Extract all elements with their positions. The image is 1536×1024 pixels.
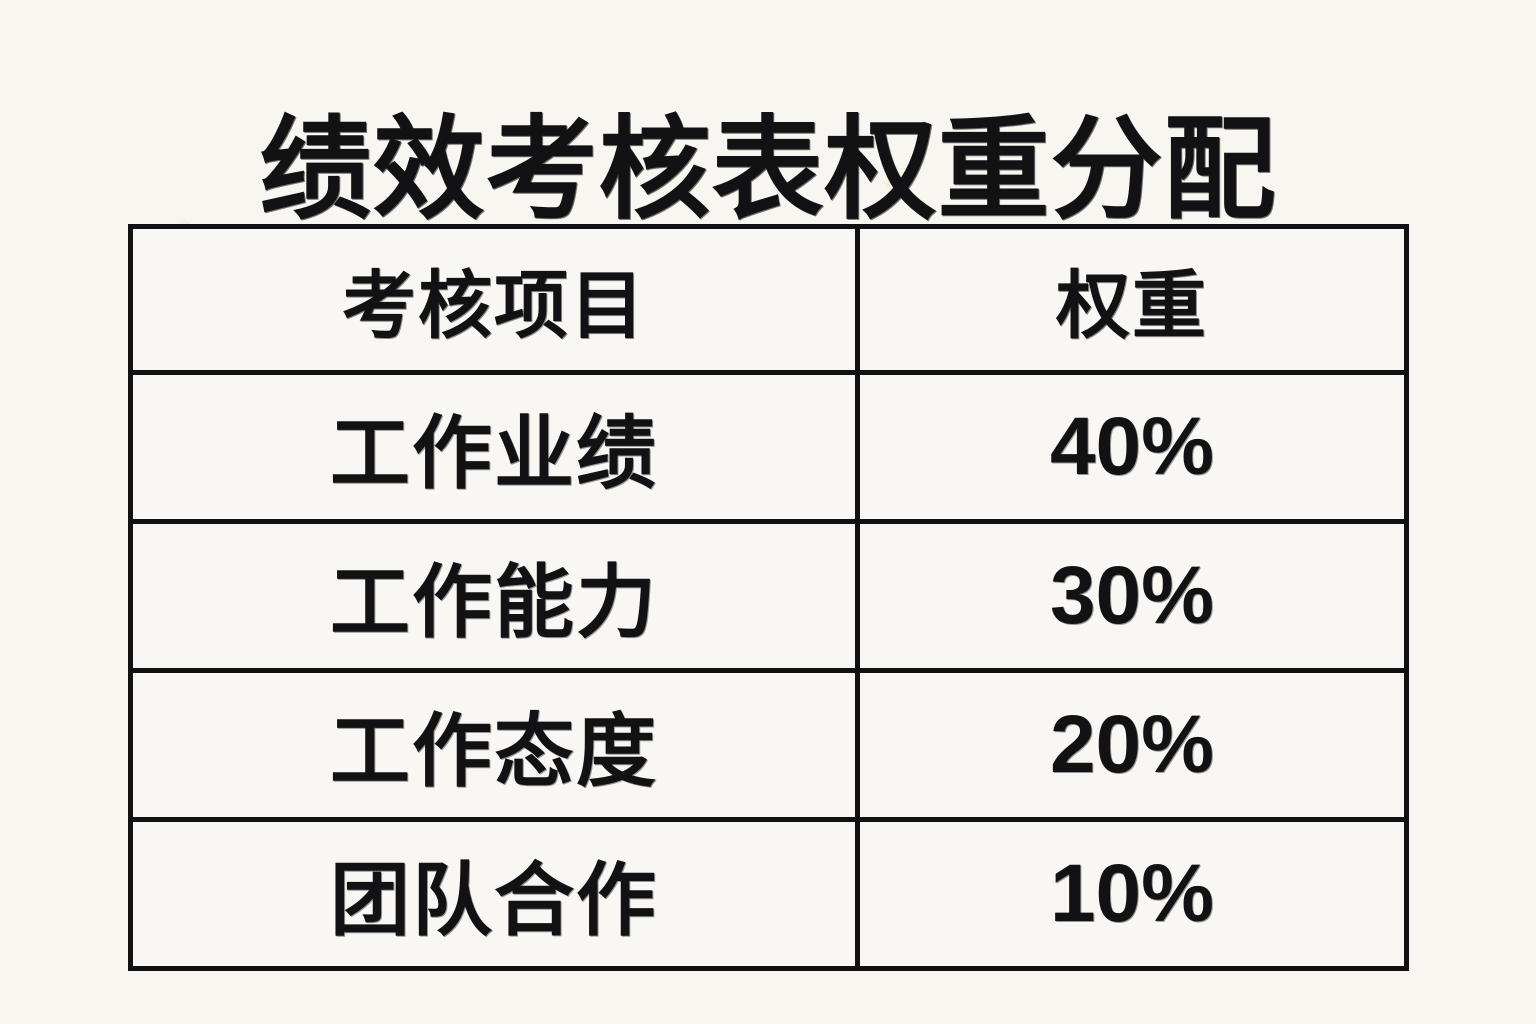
cell-item-name: 团队合作 [128, 817, 860, 971]
cell-item-name: 工作态度 [128, 668, 860, 822]
cell-item-weight: 40% [855, 370, 1409, 524]
cell-item-weight: 20% [855, 668, 1409, 822]
cell-item-weight: 10% [855, 817, 1409, 971]
table-row: 工作业绩 40% [128, 370, 1409, 524]
table-header-row: 考核项目 权重 [128, 224, 1409, 375]
table-row: 工作能力 30% [128, 519, 1409, 673]
column-header-weight: 权重 [855, 224, 1409, 375]
cell-item-weight: 30% [855, 519, 1409, 673]
page-title: 绩效考核表权重分配 [259, 107, 1277, 233]
table-row: 工作态度 20% [128, 668, 1409, 822]
cell-item-name: 工作业绩 [128, 370, 860, 524]
weight-distribution-table: 考核项目 权重 工作业绩 40% 工作能力 30% 工作态度 20% 团队合作 … [128, 224, 1409, 971]
table-row: 团队合作 10% [128, 817, 1409, 971]
column-header-item: 考核项目 [128, 224, 860, 375]
cell-item-name: 工作能力 [128, 519, 860, 673]
